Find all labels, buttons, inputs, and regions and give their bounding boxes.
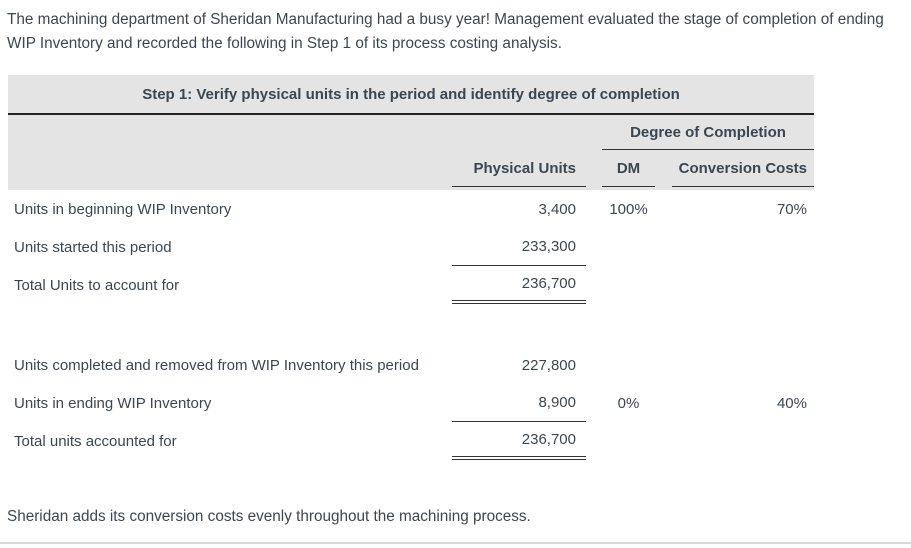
conversion-costs-header: Conversion Costs — [672, 150, 814, 187]
row-label: Total units accounted for — [14, 432, 177, 450]
physical-units-value: 8,900 — [452, 384, 586, 422]
physical-units-value: 236,700 — [452, 266, 586, 304]
row-label: Total Units to account for — [14, 276, 180, 294]
dm-header: DM — [602, 150, 655, 187]
column-gap — [586, 266, 602, 304]
conversion-costs-value: 70% — [776, 200, 807, 218]
row-label: Units in beginning WIP Inventory — [14, 200, 232, 218]
table-row-total-to-account-for: Total Units to account for 236,700 — [8, 266, 814, 304]
column-gap — [586, 422, 602, 460]
dm-value: 100% — [609, 200, 648, 218]
footnote-paragraph: Sheridan adds its conversion costs evenl… — [7, 508, 531, 525]
physical-units-value: 3,400 — [538, 200, 576, 218]
conversion-costs-value: 40% — [776, 394, 807, 412]
label-column-header — [8, 150, 452, 187]
column-gap — [586, 384, 602, 422]
column-gap — [586, 346, 602, 384]
column-gap — [655, 346, 672, 384]
table-row-beginning-wip: Units in beginning WIP Inventory 3,400 1… — [8, 190, 814, 228]
row-label: Units completed and removed from WIP Inv… — [14, 356, 419, 374]
physical-units-header: Physical Units — [452, 150, 586, 187]
group-header-row: Degree of Completion — [8, 115, 814, 150]
table-title: Step 1: Verify physical units in the per… — [8, 75, 814, 115]
column-gap — [655, 384, 672, 422]
row-label: Units started this period — [14, 238, 172, 256]
physical-units-value: 227,800 — [521, 356, 576, 374]
section-spacer — [8, 304, 814, 346]
physical-units-value: 233,300 — [452, 228, 586, 266]
bottom-divider — [0, 542, 911, 544]
dm-value: 0% — [617, 394, 640, 412]
conversion-costs-value — [672, 266, 814, 304]
column-gap — [586, 190, 602, 228]
physical-units-value: 236,700 — [452, 422, 586, 460]
conversion-costs-value — [672, 346, 814, 384]
dm-value — [602, 228, 655, 266]
column-gap — [655, 266, 672, 304]
column-gap — [655, 150, 672, 187]
dm-value — [602, 346, 655, 384]
column-gap — [655, 422, 672, 460]
column-gap — [586, 150, 602, 187]
column-gap — [655, 228, 672, 266]
table-row-units-completed: Units completed and removed from WIP Inv… — [8, 346, 814, 384]
degree-of-completion-header: Degree of Completion — [602, 115, 814, 150]
step1-table: Step 1: Verify physical units in the per… — [8, 75, 814, 460]
column-gap — [655, 190, 672, 228]
dm-value — [602, 266, 655, 304]
conversion-costs-value — [672, 228, 814, 266]
intro-paragraph: The machining department of Sheridan Man… — [7, 11, 884, 52]
table-row-units-started: Units started this period 233,300 — [8, 228, 814, 266]
column-header-section: Degree of Completion Physical Units DM C… — [8, 115, 814, 190]
table-row-ending-wip: Units in ending WIP Inventory 8,900 0% 4… — [8, 384, 814, 422]
column-gap — [586, 228, 602, 266]
row-label: Units in ending WIP Inventory — [14, 394, 212, 412]
dm-value — [602, 422, 655, 460]
column-header-row: Physical Units DM Conversion Costs — [8, 150, 814, 187]
conversion-costs-value — [672, 422, 814, 460]
table-row-total-accounted-for: Total units accounted for 236,700 — [8, 422, 814, 460]
